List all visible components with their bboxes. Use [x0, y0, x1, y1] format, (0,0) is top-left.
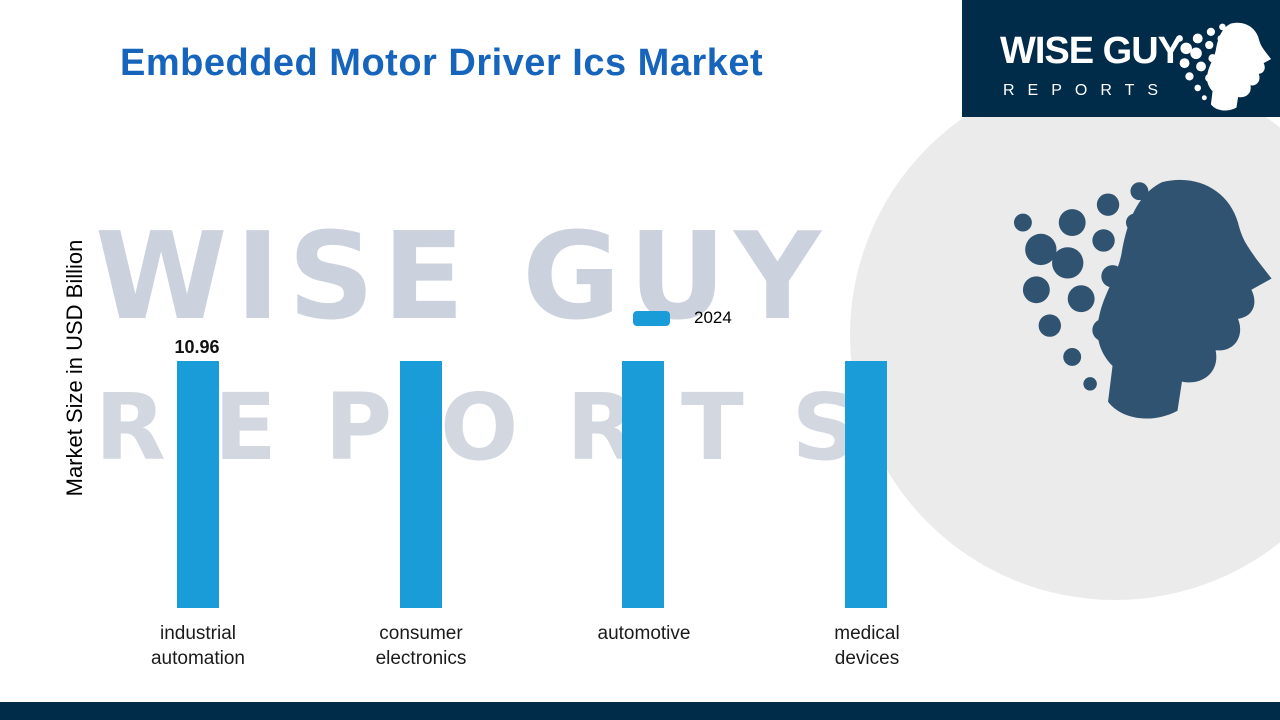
bar-medical-devices — [845, 361, 887, 608]
category-label-automotive: automotive — [534, 621, 754, 646]
legend-swatch — [633, 310, 670, 326]
chart-title: Embedded Motor Driver Ics Market — [120, 42, 764, 84]
bar-consumer-electronics — [400, 361, 442, 608]
category-line: devices — [834, 648, 900, 670]
watermark-reports-text: REPORTS — [95, 374, 907, 481]
legend-label: 2024 — [694, 308, 732, 327]
category-label-consumer-electronics: consumer electronics — [311, 621, 531, 672]
category-line: industrial — [159, 623, 237, 644]
bar-automotive — [622, 361, 664, 608]
category-label-industrial-automation: industrial automation — [88, 621, 308, 672]
category-label-medical-devices: medical devices — [757, 621, 977, 672]
category-line: electronics — [375, 648, 467, 670]
bar-value-label: 10.96 — [174, 337, 220, 357]
category-line: automotive — [597, 623, 691, 644]
logo: WISE GUY REPORTS — [962, 0, 1280, 117]
bar-industrial-automation — [177, 361, 219, 608]
category-line: medical — [834, 623, 900, 644]
head-profile-watermark-icon — [1013, 179, 1272, 419]
footer-stripe — [0, 702, 1280, 720]
head-profile-icon — [1176, 22, 1272, 111]
category-line: consumer — [379, 623, 463, 644]
y-axis-label: Market Size in USD Billion — [62, 239, 87, 497]
logo-reports-text: REPORTS — [1003, 82, 1172, 99]
watermark-wiseguy-text: WISE GUY — [95, 208, 830, 347]
category-line: automation — [150, 648, 245, 670]
legend: 2024 — [633, 308, 732, 328]
logo-wiseguy-text: WISE GUY — [1000, 30, 1183, 72]
